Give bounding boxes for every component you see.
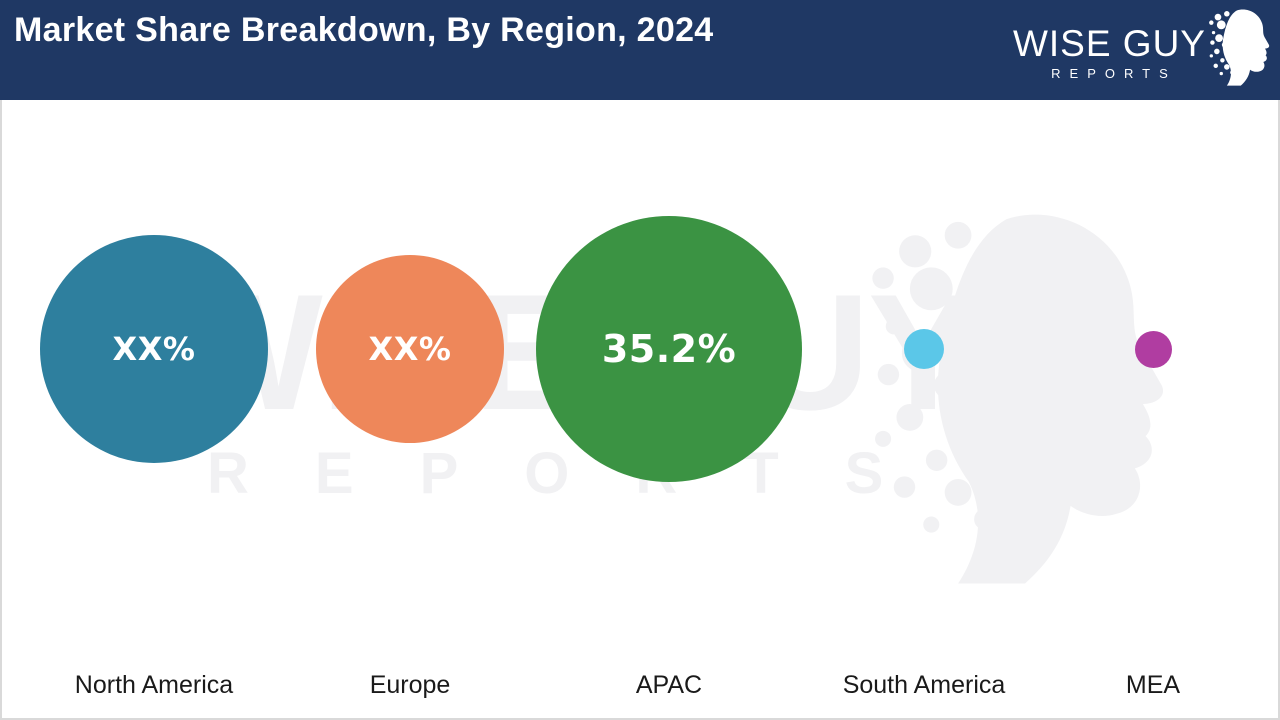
watermark-subtitle: REPORTS	[207, 441, 950, 506]
bubble-europe: XX%	[316, 255, 504, 443]
category-label-apac: APAC	[635, 671, 703, 699]
bubble-apac: 35.2%	[536, 216, 802, 482]
bubble-north-america: XX%	[40, 235, 268, 463]
category-label-mea: MEA	[1125, 671, 1181, 699]
bubble-chart: WISE GUY REPORTS XX% XX% 35.2% North Ame…	[0, 100, 1280, 720]
category-label-south-america: South America	[842, 671, 1006, 699]
page-title: Market Share Breakdown, By Region, 2024	[14, 11, 714, 49]
category-label-north-america: North America	[74, 671, 234, 699]
bubble-mea	[1134, 330, 1172, 368]
bubble-value-label: XX%	[112, 330, 196, 368]
watermark-head-icon	[867, 208, 1167, 584]
logo-name: WISE GUY	[1012, 23, 1206, 64]
brand-logo: WISE GUY REPORTS	[1013, 8, 1270, 86]
bubble-value-label: XX%	[368, 330, 452, 368]
header: Market Share Breakdown, By Region, 2024 …	[0, 0, 1280, 100]
wise-guy-head-icon	[1208, 8, 1270, 86]
bubble-south-america	[904, 329, 944, 369]
logo-wordmark: WISE GUY REPORTS	[1013, 25, 1206, 81]
category-label-europe: Europe	[369, 671, 451, 699]
bubble-value-label: 35.2%	[601, 327, 737, 371]
logo-subtitle: REPORTS	[1051, 66, 1177, 81]
